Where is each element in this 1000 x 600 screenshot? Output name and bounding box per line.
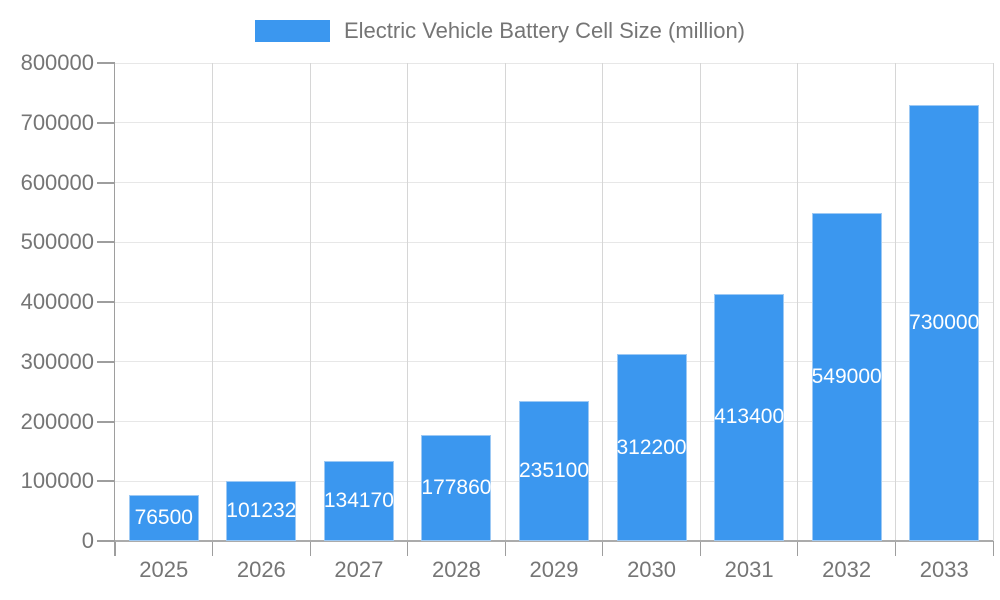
bar-2029[interactable] [519, 400, 589, 541]
y-axis-tick [97, 420, 115, 423]
gridline-horizontal [115, 301, 993, 303]
y-axis-label: 500000 [20, 229, 94, 255]
y-axis-label: 100000 [20, 468, 94, 494]
bar-2033[interactable] [909, 104, 980, 541]
y-axis-label: 800000 [20, 50, 94, 75]
y-axis-tick [97, 241, 115, 244]
gridline-vertical [992, 63, 994, 541]
gridline-vertical [212, 63, 214, 541]
x-axis-tick [212, 541, 214, 556]
bar-value-label: 312200 [616, 435, 687, 459]
bar-value-label: 549000 [811, 364, 882, 388]
x-axis-label: 2025 [139, 557, 189, 582]
gridline-vertical [602, 63, 604, 541]
x-axis-label: 2032 [822, 557, 872, 582]
bar-2030[interactable] [616, 354, 687, 541]
y-axis-tick [97, 480, 115, 483]
gridline-vertical [504, 63, 506, 541]
x-axis-tick [797, 541, 799, 556]
gridline-vertical [894, 63, 896, 541]
legend[interactable]: Electric Vehicle Battery Cell Size (mill… [0, 18, 1000, 44]
bar-value-label: 76500 [134, 506, 193, 530]
x-axis-tick [602, 541, 604, 556]
y-axis-tick [97, 540, 115, 542]
y-axis-label: 700000 [20, 109, 94, 135]
y-axis-label: 0 [81, 528, 94, 553]
bar-2026[interactable] [226, 480, 297, 541]
bar-2028[interactable] [421, 434, 492, 541]
x-axis-label: 2026 [236, 557, 286, 582]
legend-swatch [254, 20, 330, 42]
x-axis-tick [309, 541, 311, 556]
gridline-vertical [699, 63, 701, 541]
y-axis-label: 200000 [20, 408, 94, 434]
bar-2031[interactable] [714, 293, 785, 541]
y-axis-tick [97, 301, 115, 303]
x-axis-label: 2031 [724, 557, 774, 582]
x-axis-line [115, 540, 993, 542]
y-axis-tick [97, 181, 115, 184]
x-axis-tick [504, 541, 506, 556]
gridline-horizontal [115, 241, 993, 243]
y-axis-label: 600000 [20, 169, 94, 195]
legend-label: Electric Vehicle Battery Cell Size (mill… [343, 18, 746, 43]
gridline-vertical [797, 63, 799, 541]
x-axis-tick [894, 541, 896, 556]
bar-value-label: 177860 [421, 475, 492, 499]
gridline-horizontal [115, 182, 993, 183]
bar-value-label: 134170 [323, 488, 394, 512]
y-axis-label: 400000 [20, 289, 94, 314]
gridline-vertical [407, 63, 409, 541]
gridline-horizontal [115, 361, 993, 363]
x-axis-tick [699, 541, 701, 556]
x-axis-tick [114, 541, 116, 556]
y-axis-tick [97, 121, 115, 124]
y-axis-tick [97, 62, 115, 64]
bar-value-label: 101232 [226, 498, 297, 522]
x-axis-label: 2027 [334, 557, 384, 582]
gridline-horizontal [115, 62, 993, 64]
x-axis-tick [407, 541, 409, 556]
x-axis-label: 2033 [919, 557, 969, 582]
x-axis-label: 2029 [529, 557, 579, 582]
bar-2032[interactable] [811, 212, 882, 541]
bar-value-label: 235100 [518, 458, 590, 482]
y-axis-tick [97, 360, 115, 363]
x-axis-label: 2030 [627, 557, 677, 582]
bar-2025[interactable] [128, 495, 199, 541]
y-axis-label: 300000 [20, 348, 94, 374]
y-axis-line [114, 63, 115, 556]
bar-value-label: 730000 [909, 310, 980, 334]
bar-value-label: 413400 [714, 405, 785, 429]
x-axis-tick [992, 541, 994, 556]
x-axis-label: 2028 [431, 557, 481, 582]
bar-2027[interactable] [323, 460, 394, 541]
gridline-vertical [309, 63, 311, 541]
gridline-horizontal [115, 122, 993, 124]
